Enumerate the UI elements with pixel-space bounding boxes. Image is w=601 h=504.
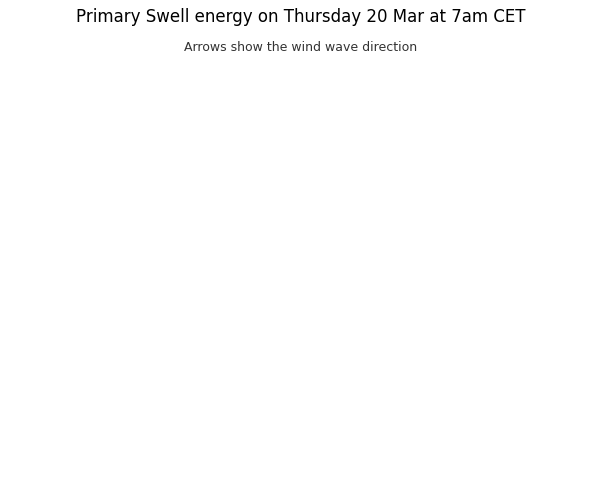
Text: Arrows show the wind wave direction: Arrows show the wind wave direction <box>184 41 417 53</box>
Text: Cartopy not available: Cartopy not available <box>225 275 376 289</box>
Text: Primary Swell energy on Thursday 20 Mar at 7am CET: Primary Swell energy on Thursday 20 Mar … <box>76 8 525 26</box>
